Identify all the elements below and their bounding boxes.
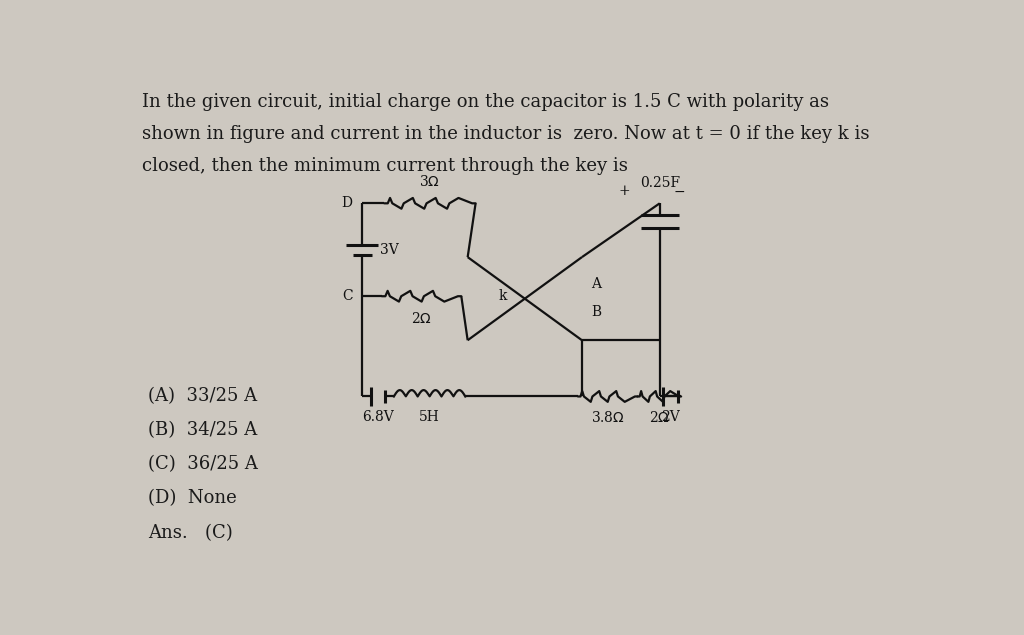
Text: C: C [342,289,352,304]
Text: 0.25F: 0.25F [640,176,680,190]
Text: (B)  34/25 A: (B) 34/25 A [147,421,257,439]
Text: (C)  36/25 A: (C) 36/25 A [147,455,258,473]
Text: +: + [618,184,630,198]
Text: 2$\Omega$: 2$\Omega$ [412,311,432,326]
Text: A: A [592,277,601,291]
Text: (D)  None: (D) None [147,490,237,507]
Text: 2$\Omega$: 2$\Omega$ [649,410,670,425]
Text: −: − [674,184,685,198]
Text: D: D [342,196,352,210]
Text: B: B [592,305,601,319]
Text: Ans.   (C): Ans. (C) [147,524,232,542]
Text: k: k [499,289,507,304]
Text: 3.8$\Omega$: 3.8$\Omega$ [591,410,625,425]
Text: (A)  33/25 A: (A) 33/25 A [147,387,257,404]
Text: 2V: 2V [662,410,680,424]
Text: 3$\Omega$: 3$\Omega$ [420,173,440,189]
Text: In the given circuit, initial charge on the capacitor is 1.5 C with polarity as: In the given circuit, initial charge on … [142,93,829,111]
Text: 5H: 5H [419,410,440,424]
Text: shown in figure and current in the inductor is  zero. Now at t = 0 if the key k : shown in figure and current in the induc… [142,125,869,143]
Text: 6.8V: 6.8V [362,410,394,424]
Text: closed, then the minimum current through the key is: closed, then the minimum current through… [142,157,628,175]
Text: 3V: 3V [380,243,398,257]
